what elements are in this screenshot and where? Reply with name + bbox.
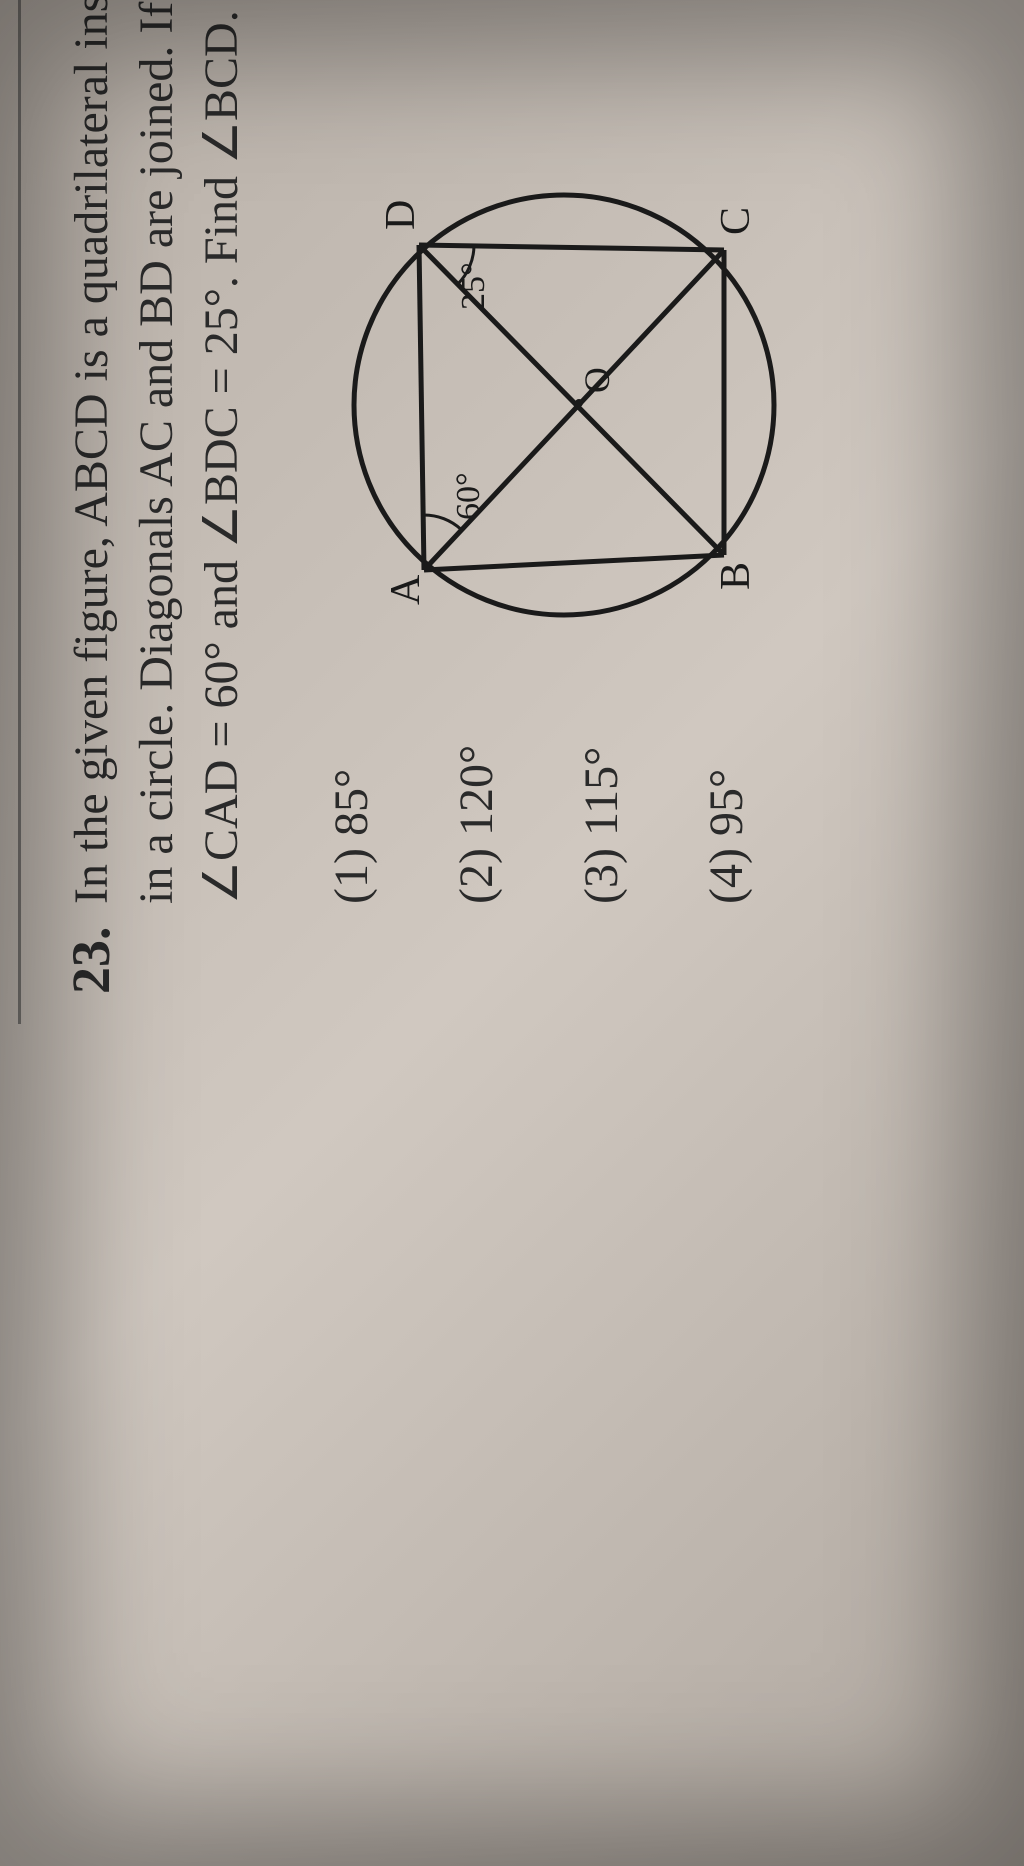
option-3: (3) 115° (574, 745, 629, 904)
content-area: 23. In the given figure, ABCD is a quadr… (0, 0, 1024, 1024)
vertex-label-B: B (713, 562, 759, 590)
rotated-page: 23. In the given figure, ABCD is a quadr… (0, 0, 1024, 1024)
edge-DC (419, 245, 724, 250)
top-rule (18, 0, 21, 1024)
question-line-3: ∠CAD = 60° and ∠BDC = 25°. Find ∠BCD. (195, 10, 248, 904)
body-row: (1) 85° (2) 120° (3) 115° (4) 95° (304, 0, 829, 904)
question-number: 23. (60, 927, 122, 995)
edge-AD (419, 245, 424, 570)
angle-labels: 60° 25° (450, 262, 492, 520)
figure-svg: A D B C O 60° 25° (304, 145, 824, 665)
option-2: (2) 120° (449, 745, 504, 904)
option-4-label: (4) (700, 848, 753, 904)
vertex-label-A: A (383, 574, 429, 605)
vertex-label-D: D (378, 199, 424, 229)
option-1: (1) 85° (324, 745, 379, 904)
options-list: (1) 85° (2) 120° (3) 115° (4) 95° (324, 745, 754, 904)
option-4: (4) 95° (699, 745, 754, 904)
option-2-value: 120° (450, 745, 503, 836)
center-label: O (577, 367, 617, 393)
geometry-figure: A D B C O 60° 25° (304, 145, 829, 665)
question-text: In the given figure, ABCD is a quadrilat… (60, 0, 254, 904)
option-1-value: 85° (325, 769, 378, 836)
option-1-label: (1) (325, 848, 378, 904)
vertex-label-C: C (713, 207, 759, 235)
edge-BA (424, 555, 724, 570)
question-line-2: in a circle. Diagonals AC and BD are joi… (130, 2, 183, 904)
angle-label-1: 25° (455, 262, 492, 310)
option-3-label: (3) (575, 848, 628, 904)
angle-label-0: 60° (450, 472, 487, 520)
center-point (575, 399, 583, 407)
option-4-value: 95° (700, 769, 753, 836)
option-2-label: (2) (450, 848, 503, 904)
question-line-1: In the given figure, ABCD is a quadrilat… (65, 0, 118, 904)
option-3-value: 115° (575, 747, 628, 836)
